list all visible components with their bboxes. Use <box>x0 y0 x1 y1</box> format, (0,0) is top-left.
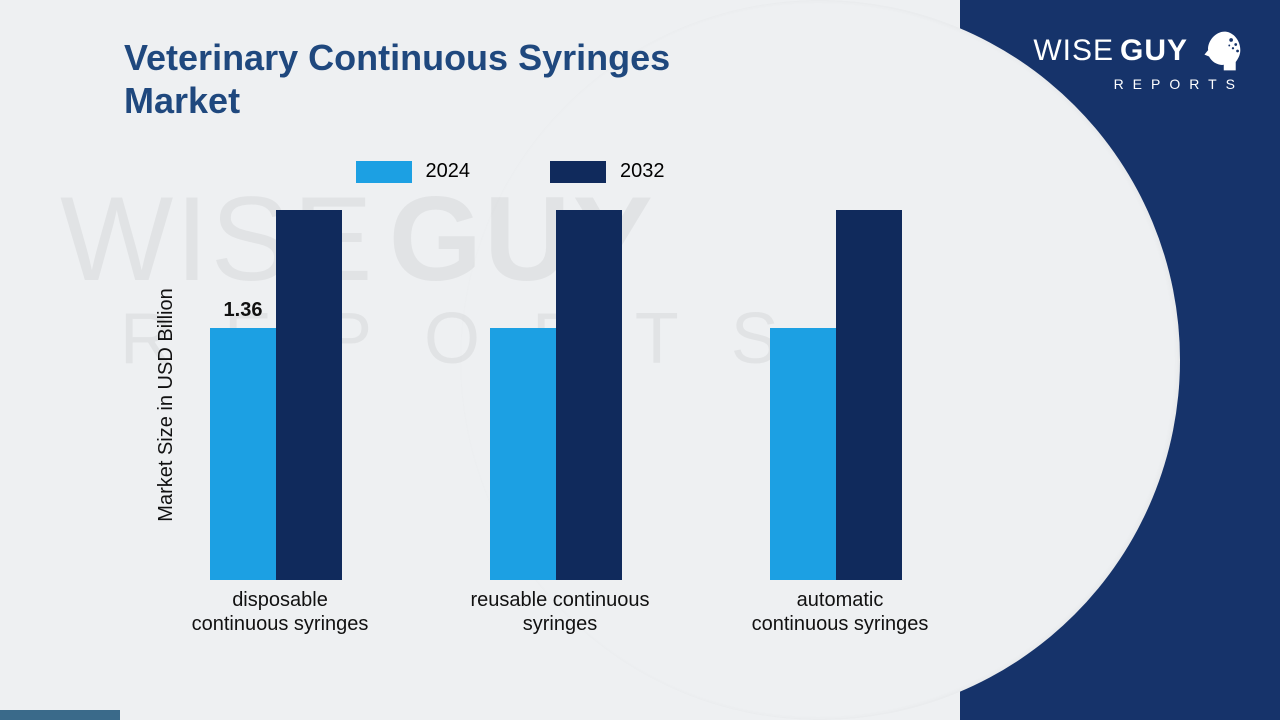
chart-area: Market Size in USD Billion 2024 2032 1.3… <box>60 160 960 650</box>
head-profile-icon <box>1198 28 1244 74</box>
chart-title: Veterinary Continuous Syringes Market <box>124 36 724 122</box>
legend-label-2032: 2032 <box>620 160 665 183</box>
x-label-0: disposable continuous syringes <box>190 588 370 636</box>
brand-word2: GUY <box>1120 34 1188 68</box>
legend-item-2032: 2032 <box>550 160 665 183</box>
bar-1-2032 <box>556 210 622 580</box>
bar-0-2024 <box>210 328 276 580</box>
brand-logo: WISE GUY REPORTS <box>1033 28 1244 92</box>
plot-area: 1.36 disposable continuous syringes reus… <box>180 210 940 580</box>
bar-0-2032 <box>276 210 342 580</box>
bar-1-2024 <box>490 328 556 580</box>
bar-2-2024 <box>770 328 836 580</box>
legend-item-2024: 2024 <box>356 160 471 183</box>
legend-swatch-2024 <box>356 161 412 183</box>
legend-swatch-2032 <box>550 161 606 183</box>
x-label-1: reusable continuous syringes <box>470 588 650 636</box>
legend: 2024 2032 <box>60 160 960 183</box>
x-label-2: automatic continuous syringes <box>750 588 930 636</box>
bar-value-label: 1.36 <box>210 299 276 322</box>
y-axis-label: Market Size in USD Billion <box>155 288 178 521</box>
bottom-accent-bar <box>0 710 120 720</box>
legend-label-2024: 2024 <box>426 160 471 183</box>
brand-tagline: REPORTS <box>1033 76 1244 92</box>
brand-word1: WISE <box>1033 34 1114 68</box>
bar-2-2032 <box>836 210 902 580</box>
